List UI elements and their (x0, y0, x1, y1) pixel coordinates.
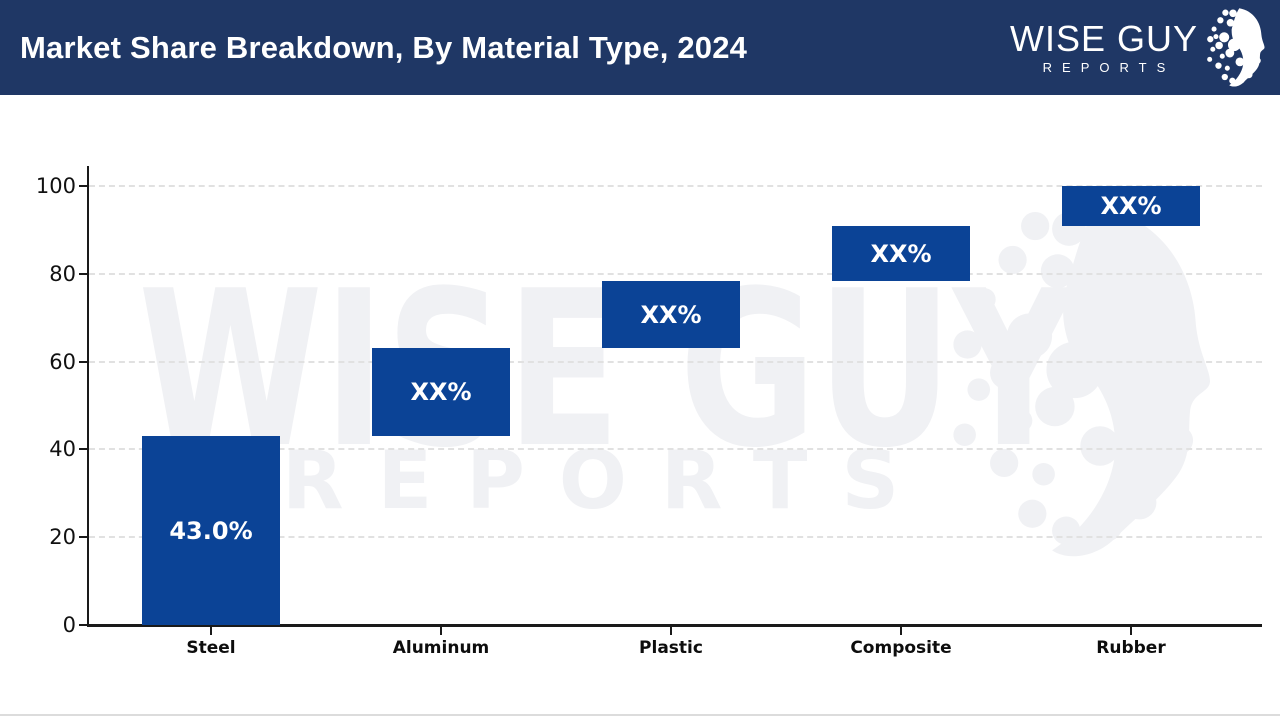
brand-name: WISE GUY (1009, 18, 1198, 59)
y-tick-label-40: 40 (49, 437, 76, 461)
y-tick-label-20: 20 (49, 525, 76, 549)
category-label-plastic: Plastic (639, 638, 703, 658)
header-bar: Market Share Breakdown, By Material Type… (0, 0, 1280, 95)
y-tick-label-80: 80 (49, 262, 76, 286)
category-label-steel: Steel (186, 638, 236, 658)
y-tick-60 (79, 361, 88, 363)
watermark-head-icon (953, 206, 1210, 557)
y-tick-label-60: 60 (49, 350, 76, 374)
y-tick-label-100: 100 (35, 174, 76, 198)
brand-subtitle: REPORTS (1042, 60, 1176, 75)
bottom-divider (0, 714, 1280, 716)
x-tick-aluminum (440, 627, 442, 635)
brand-logo: WISE GUY REPORTS (1010, 7, 1266, 89)
x-axis-line (87, 624, 1262, 627)
y-tick-label-0: 0 (62, 613, 76, 637)
gridline-40 (89, 448, 1262, 450)
dotted-head-icon (1207, 7, 1265, 87)
x-tick-steel (210, 627, 212, 635)
bar-value-label-steel: 43.0% (169, 516, 253, 545)
y-tick-0 (79, 624, 88, 626)
y-tick-40 (79, 448, 88, 450)
category-label-composite: Composite (850, 638, 952, 658)
bar-composite: XX% (832, 226, 970, 281)
chart-title: Market Share Breakdown, By Material Type… (20, 29, 748, 65)
x-tick-rubber (1130, 627, 1132, 635)
bar-plastic: XX% (602, 281, 740, 348)
bar-steel: 43.0% (142, 436, 280, 625)
y-axis-line (87, 166, 89, 627)
brand-logo-text: WISE GUY REPORTS (1009, 18, 1198, 75)
bar-value-label-aluminum: XX% (410, 378, 472, 406)
bar-value-label-plastic: XX% (640, 300, 702, 329)
x-tick-composite (900, 627, 902, 635)
gridline-60 (89, 361, 1262, 363)
bar-value-label-rubber: XX% (1100, 192, 1162, 220)
y-tick-100 (79, 185, 88, 187)
bar-rubber: XX% (1062, 186, 1200, 226)
y-tick-80 (79, 273, 88, 275)
bar-aluminum: XX% (372, 348, 510, 436)
x-tick-plastic (670, 627, 672, 635)
gridline-80 (89, 273, 1262, 275)
gridline-20 (89, 536, 1262, 538)
category-label-aluminum: Aluminum (392, 638, 490, 658)
gridline-100 (89, 185, 1262, 187)
y-tick-20 (79, 536, 88, 538)
category-label-rubber: Rubber (1096, 638, 1166, 658)
bar-value-label-composite: XX% (870, 239, 932, 268)
